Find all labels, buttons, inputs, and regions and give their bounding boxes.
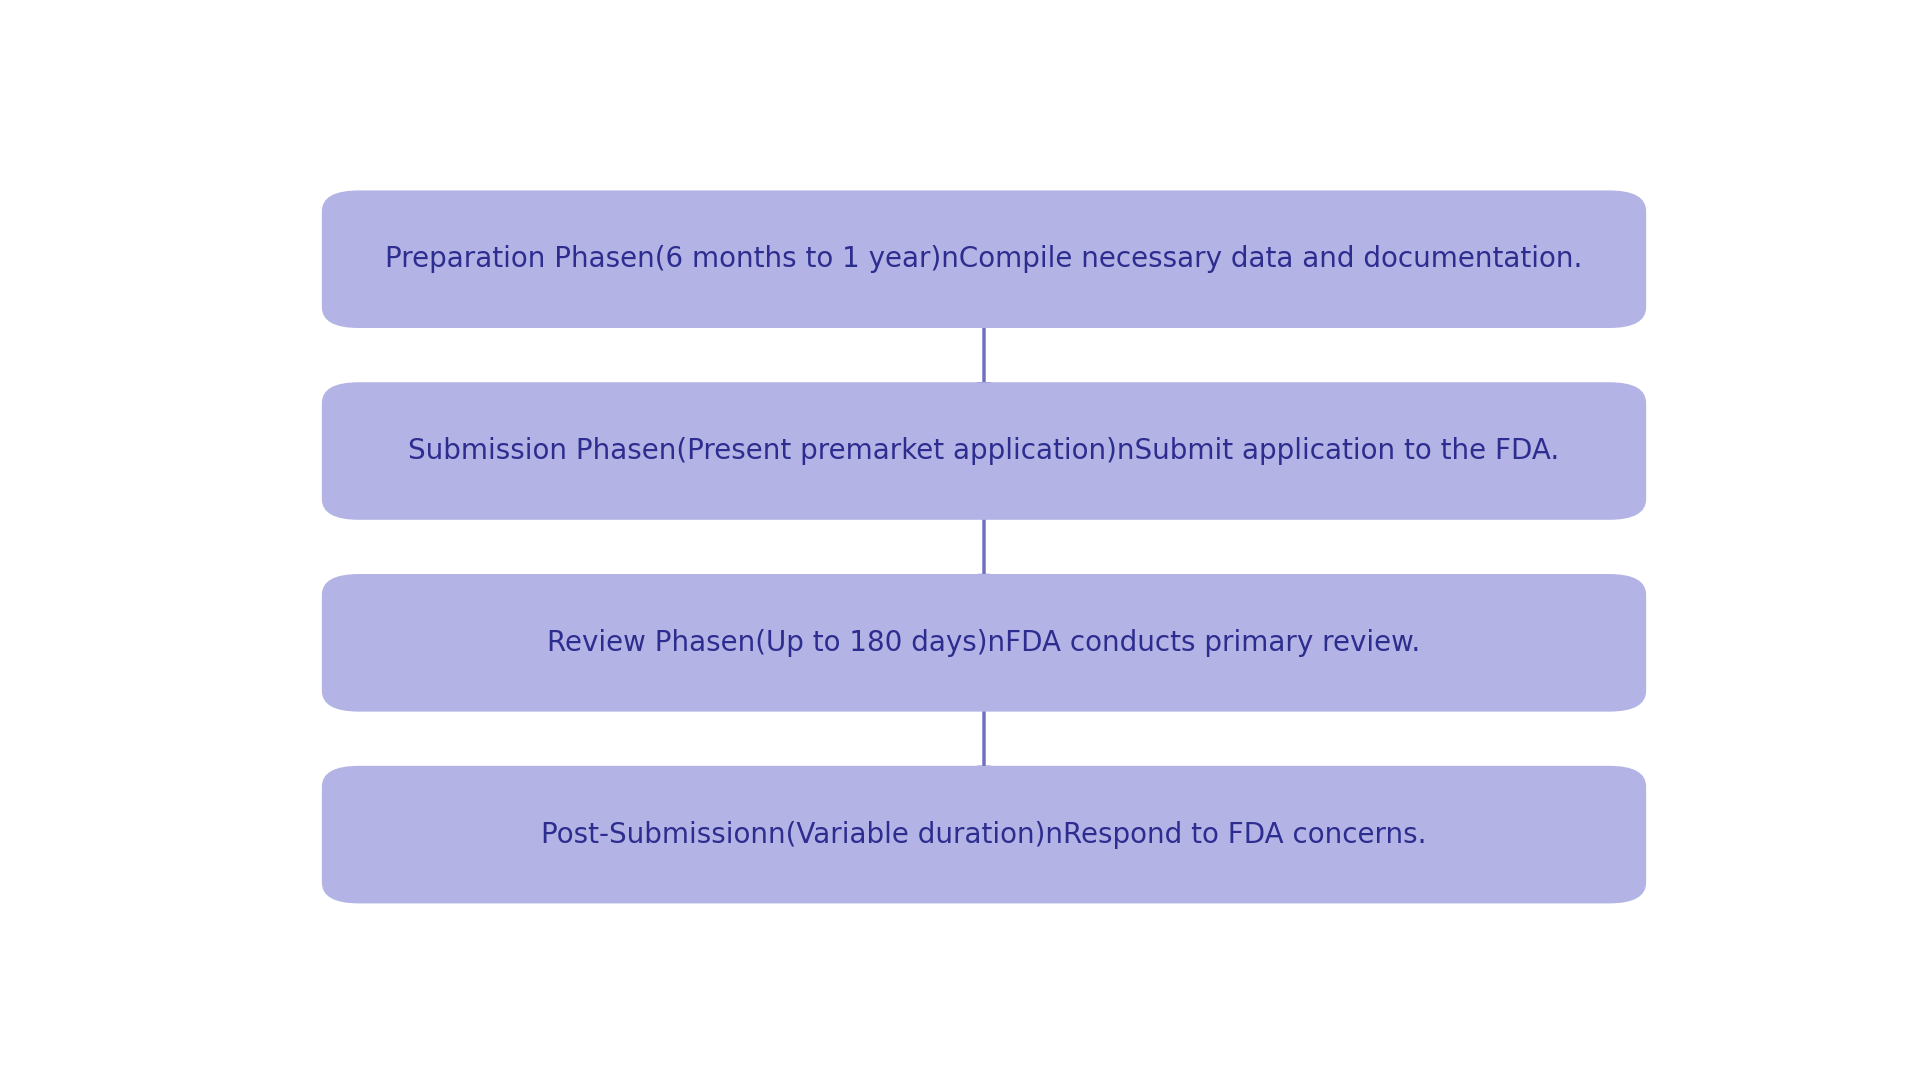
Text: Submission Phasen(Present premarket application)nSubmit application to the FDA.: Submission Phasen(Present premarket appl… (409, 438, 1559, 465)
Text: Post-Submissionn(Variable duration)nRespond to FDA concerns.: Post-Submissionn(Variable duration)nResp… (541, 821, 1427, 849)
FancyBboxPatch shape (323, 766, 1645, 903)
Text: Preparation Phasen(6 months to 1 year)nCompile necessary data and documentation.: Preparation Phasen(6 months to 1 year)nC… (386, 245, 1582, 273)
FancyBboxPatch shape (323, 574, 1645, 712)
FancyBboxPatch shape (323, 191, 1645, 328)
Text: Review Phasen(Up to 180 days)nFDA conducts primary review.: Review Phasen(Up to 180 days)nFDA conduc… (547, 629, 1421, 656)
FancyBboxPatch shape (323, 382, 1645, 520)
